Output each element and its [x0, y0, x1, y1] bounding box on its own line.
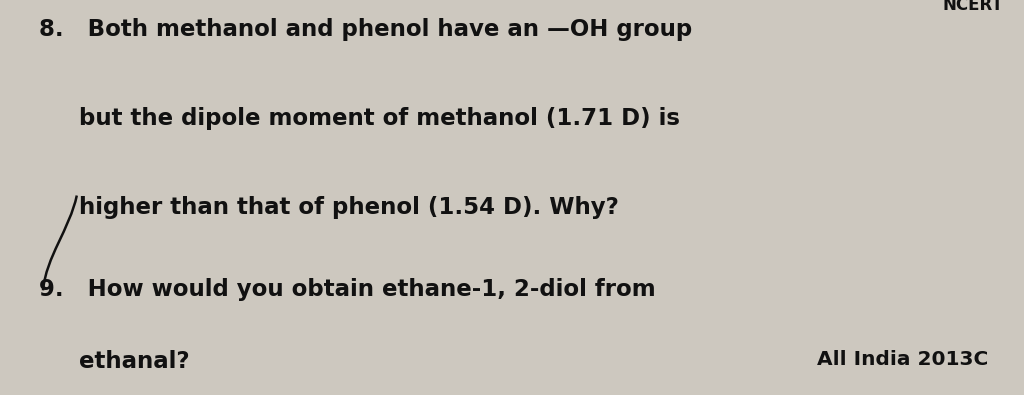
Text: 8.   Both methanol and phenol have an —OH group: 8. Both methanol and phenol have an —OH …	[39, 18, 692, 41]
Text: but the dipole moment of methanol (1.71 D) is: but the dipole moment of methanol (1.71 …	[39, 107, 680, 130]
Text: NCERT: NCERT	[943, 0, 1004, 14]
Text: ethanal?: ethanal?	[39, 350, 189, 372]
Text: All India 2013C: All India 2013C	[817, 350, 988, 369]
Text: higher than that of phenol (1.54 D). Why?: higher than that of phenol (1.54 D). Why…	[39, 196, 618, 218]
Text: 9.   How would you obtain ethane-1, 2-diol from: 9. How would you obtain ethane-1, 2-diol…	[39, 278, 655, 301]
